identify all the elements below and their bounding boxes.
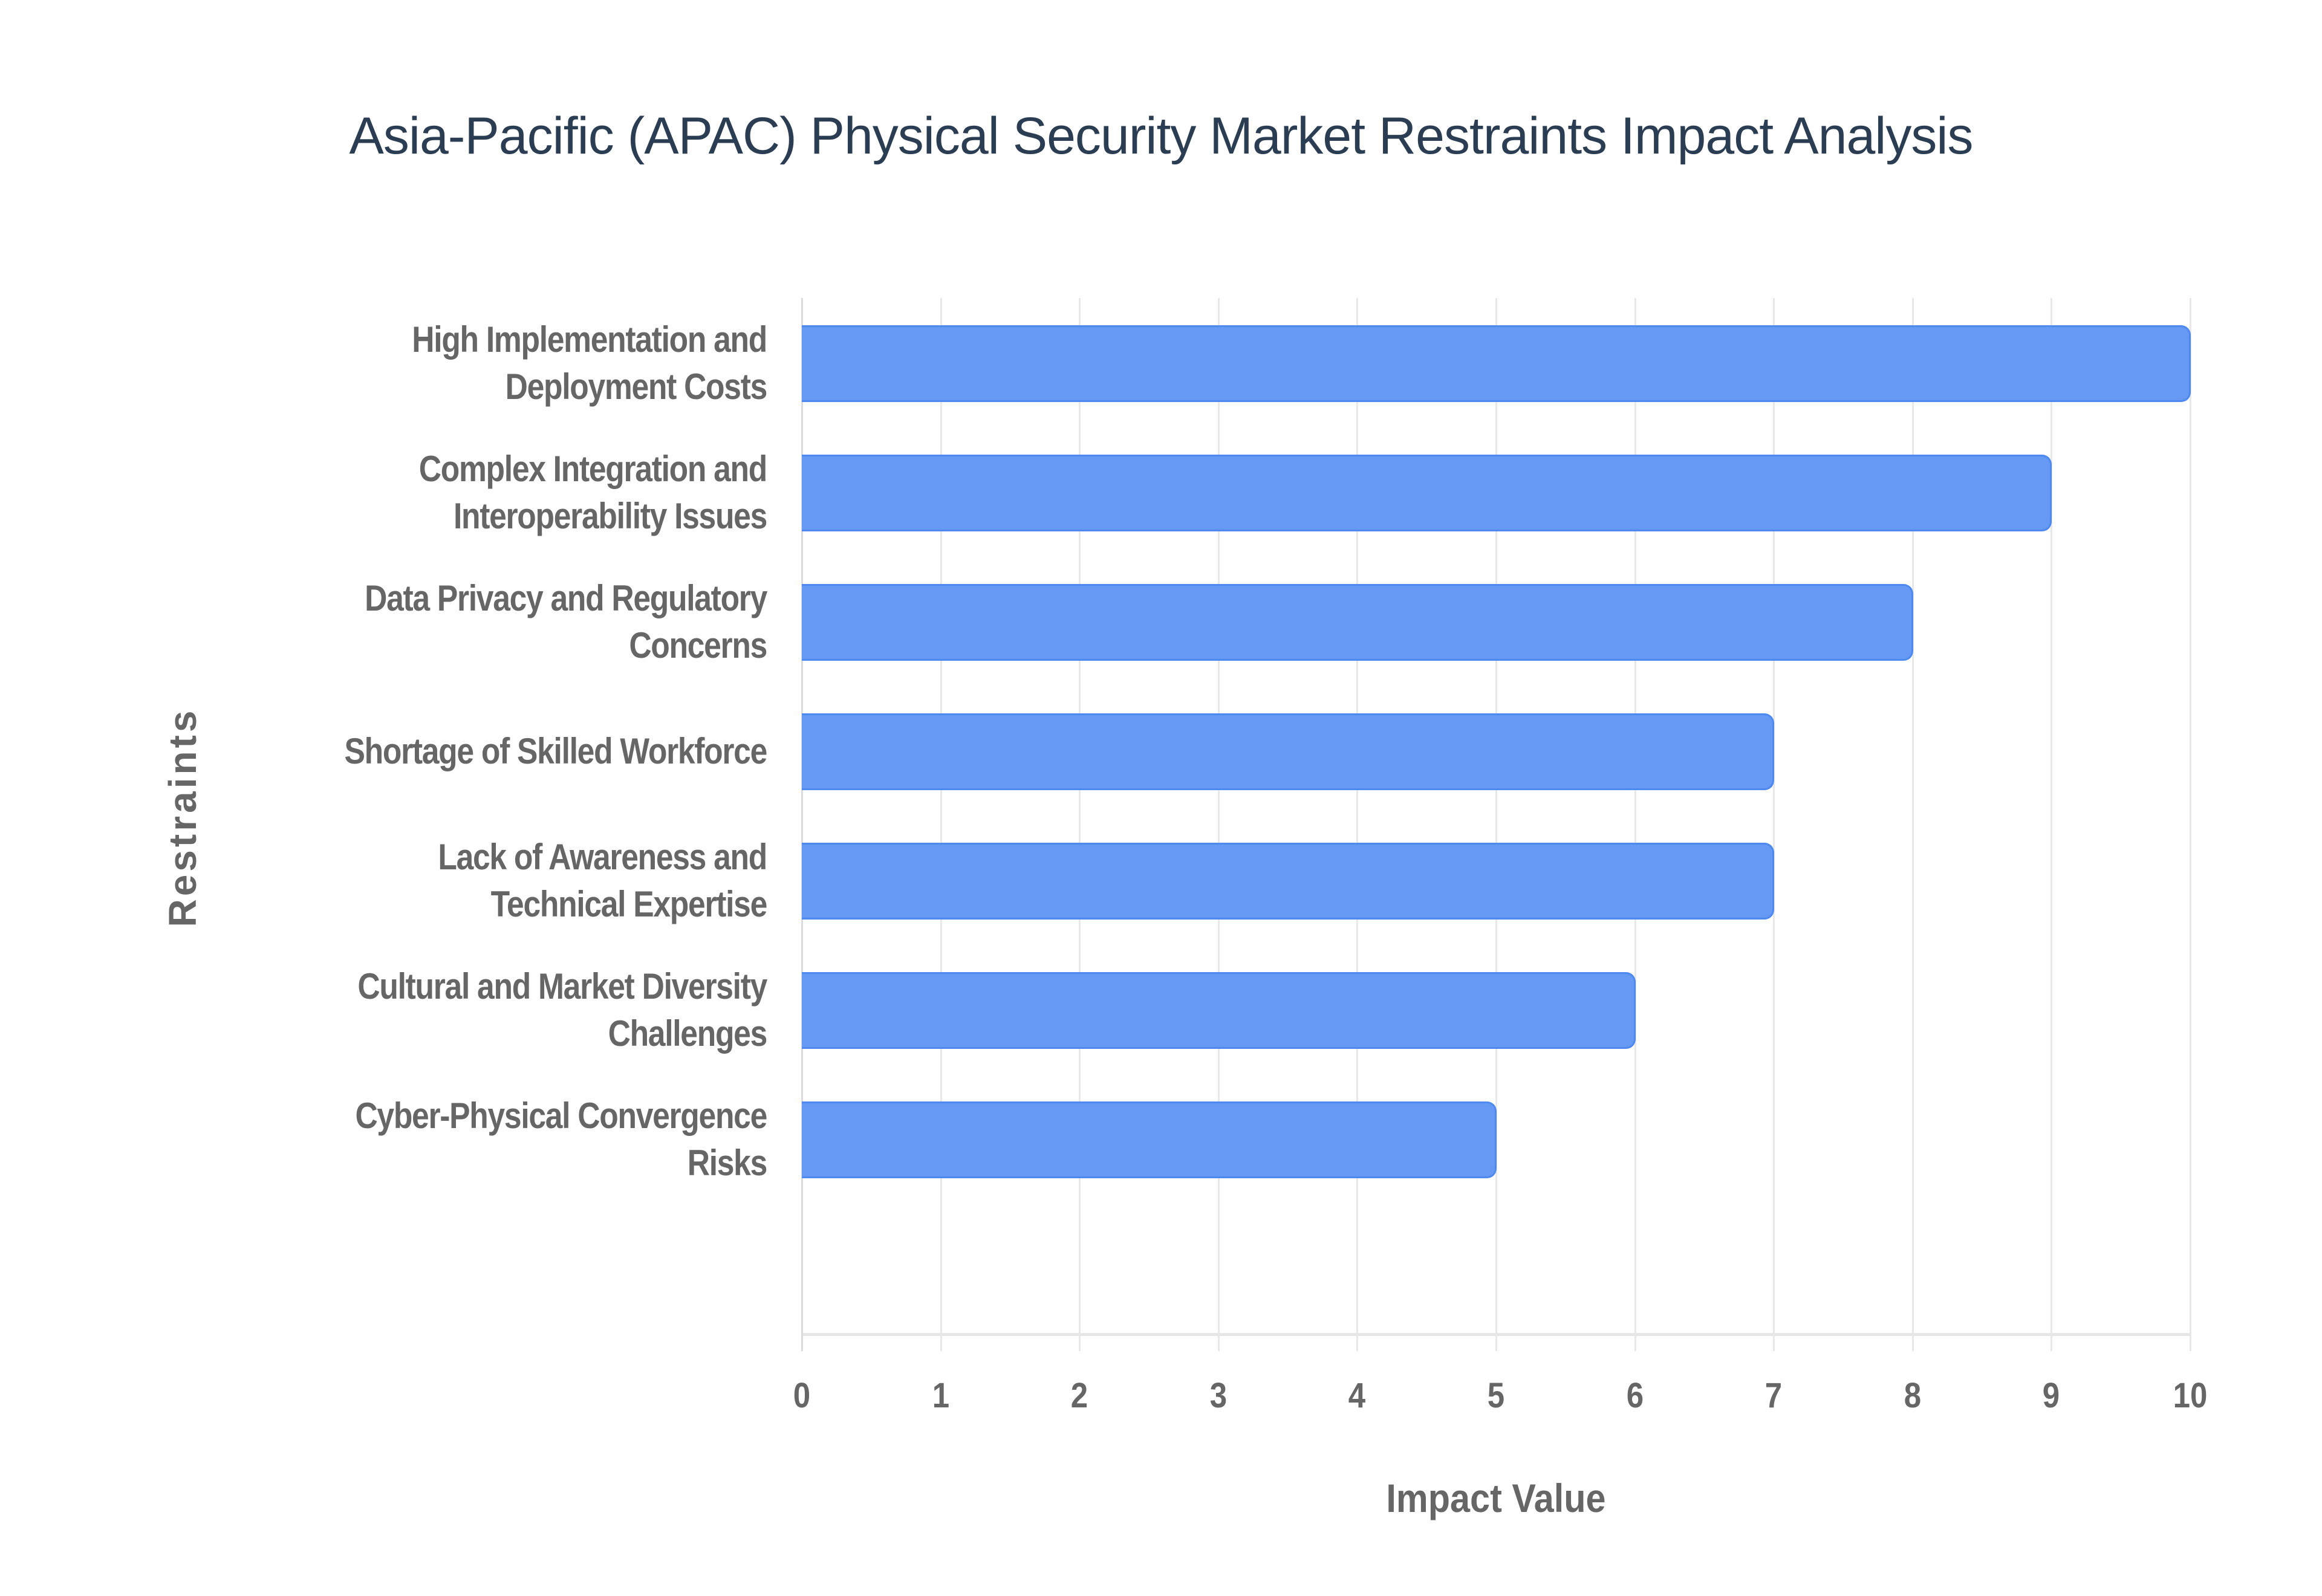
y-tick-label-line: Cyber-Physical Convergence (355, 1095, 767, 1136)
x-tick-label: 9 (2043, 1376, 2060, 1415)
y-tick-label: Data Privacy and Regulatory Concerns (195, 574, 767, 670)
bar[interactable] (802, 1101, 1497, 1178)
y-tick-label: Complex Integration and Interoperability … (195, 444, 768, 541)
y-axis-title: Restraints (161, 707, 204, 927)
y-tick-label-line: Risks (687, 1143, 768, 1183)
y-tick-label-line: Data Privacy and Regulatory (365, 578, 767, 618)
y-tick-label-line: Technical Expertise (490, 884, 768, 924)
bar[interactable] (802, 584, 1913, 661)
x-tick-label: 8 (1904, 1376, 1921, 1415)
y-tick-label-line: Challenges (608, 1013, 768, 1054)
gridline (1217, 298, 1220, 1351)
x-tick-label: 4 (1348, 1376, 1366, 1415)
x-tick-label: 2 (1070, 1376, 1088, 1415)
y-tick-label-line: Interoperability Issues (453, 496, 767, 536)
y-tick-label-line: Deployment Costs (505, 366, 768, 407)
y-tick-label-line: High Implementation and (412, 319, 767, 360)
x-tick-label: 5 (1487, 1376, 1505, 1415)
y-tick-label-line: Lack of Awareness and (438, 837, 767, 877)
y-tick-label-line: Shortage of Skilled Workforce (344, 731, 767, 771)
x-tick-label: 3 (1209, 1376, 1227, 1415)
y-tick-label-line: Complex Integration and (418, 449, 768, 489)
gridline (1911, 298, 1914, 1351)
x-tick-label: 1 (932, 1376, 949, 1415)
y-axis-line (801, 298, 803, 1351)
gridline (940, 298, 942, 1351)
gridline (1079, 298, 1081, 1351)
gridline (1495, 298, 1497, 1351)
chart-title: Asia-Pacific (APAC) Physical Security Ma… (349, 107, 1974, 165)
bar[interactable] (802, 325, 2191, 402)
bar[interactable] (802, 713, 1775, 790)
y-tick-label-line: Cultural and Market Diversity (357, 966, 767, 1007)
x-tick-label: 0 (793, 1376, 811, 1415)
x-tick-label: 6 (1626, 1376, 1644, 1415)
x-axis-title: Impact Value (1386, 1476, 1606, 1520)
gridline (2050, 298, 2053, 1351)
bar[interactable] (802, 455, 2052, 531)
y-tick-label: Cyber-Physical Convergence Risks (195, 1091, 767, 1188)
x-tick-label: 10 (2173, 1376, 2208, 1415)
x-tick-label: 7 (1764, 1376, 1783, 1415)
y-tick-label-line: Concerns (629, 625, 767, 666)
bar[interactable] (802, 843, 1775, 920)
gridline (2190, 298, 2191, 1351)
gridline (1773, 298, 1775, 1351)
bar[interactable] (802, 972, 1636, 1049)
y-tick-label: Lack of Awareness and Technical Expertise (195, 832, 767, 929)
gridline (1634, 298, 1636, 1351)
gridline (1356, 298, 1359, 1351)
y-tick-label: Cultural and Market Diversity Challenges (195, 962, 767, 1059)
y-tick-label: Shortage of Skilled Workforce (195, 703, 767, 800)
y-tick-label: High Implementation and Deployment Costs (195, 315, 767, 412)
plot-area (801, 298, 2191, 1351)
